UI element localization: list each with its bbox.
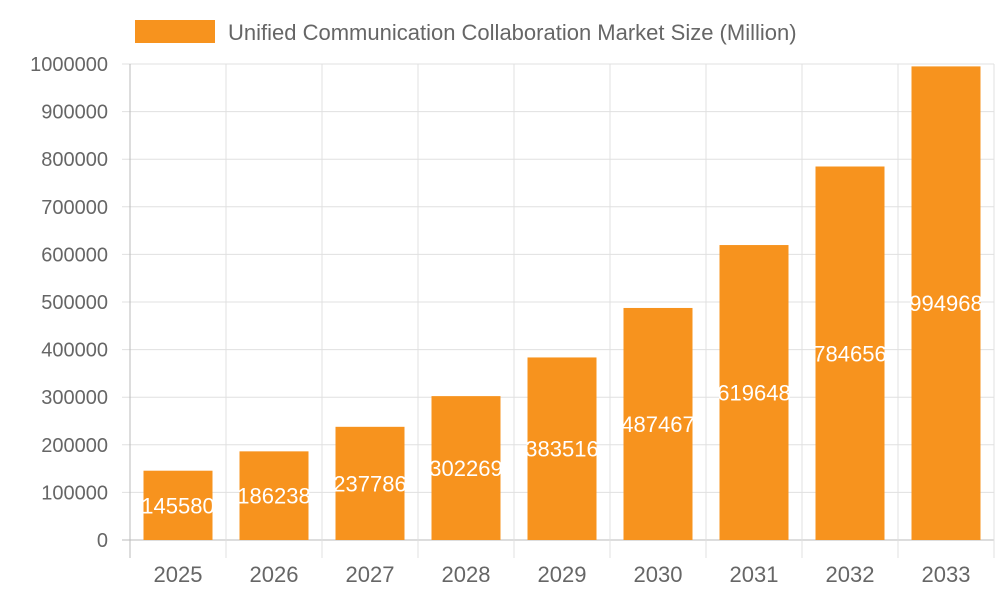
y-tick-label: 200000 [41,435,108,457]
bar [911,66,981,540]
data-label: 994968 [909,291,982,316]
y-tick-label: 0 [97,530,108,552]
bar [431,396,501,540]
x-tick-label: 2029 [538,562,587,587]
data-label: 237786 [333,471,406,496]
x-tick-label: 2033 [922,562,971,587]
x-tick-label: 2027 [346,562,395,587]
bar [527,357,597,540]
y-tick-label: 1000000 [30,54,108,76]
x-tick-label: 2026 [250,562,299,587]
legend[interactable]: Unified Communication Collaboration Mark… [135,20,797,45]
y-tick-label: 900000 [41,102,108,124]
bar [815,166,885,541]
data-label: 145580 [141,493,214,518]
data-label: 383516 [525,437,598,462]
bar [143,470,213,540]
x-tick-label: 2025 [154,562,203,587]
data-label: 487467 [621,412,694,437]
bar [719,245,789,540]
y-tick-label: 400000 [41,340,108,362]
legend-swatch [135,20,215,43]
legend-label: Unified Communication Collaboration Mark… [228,20,797,45]
y-tick-label: 700000 [41,197,108,219]
y-tick-label: 100000 [41,482,108,504]
x-tick-label: 2032 [826,562,875,587]
x-tick-label: 2030 [634,562,683,587]
bar [335,426,405,540]
x-tick-label: 2031 [730,562,779,587]
data-label: 302269 [429,456,502,481]
x-tick-label: 2028 [442,562,491,587]
y-tick-label: 800000 [41,149,108,171]
bar [239,451,309,540]
y-tick-label: 600000 [41,244,108,266]
data-label: 619648 [717,381,790,406]
data-label: 784656 [813,341,886,366]
y-tick-label: 300000 [41,387,108,409]
data-label: 186238 [237,484,310,509]
bar [623,307,693,540]
y-tick-label: 500000 [41,292,108,314]
